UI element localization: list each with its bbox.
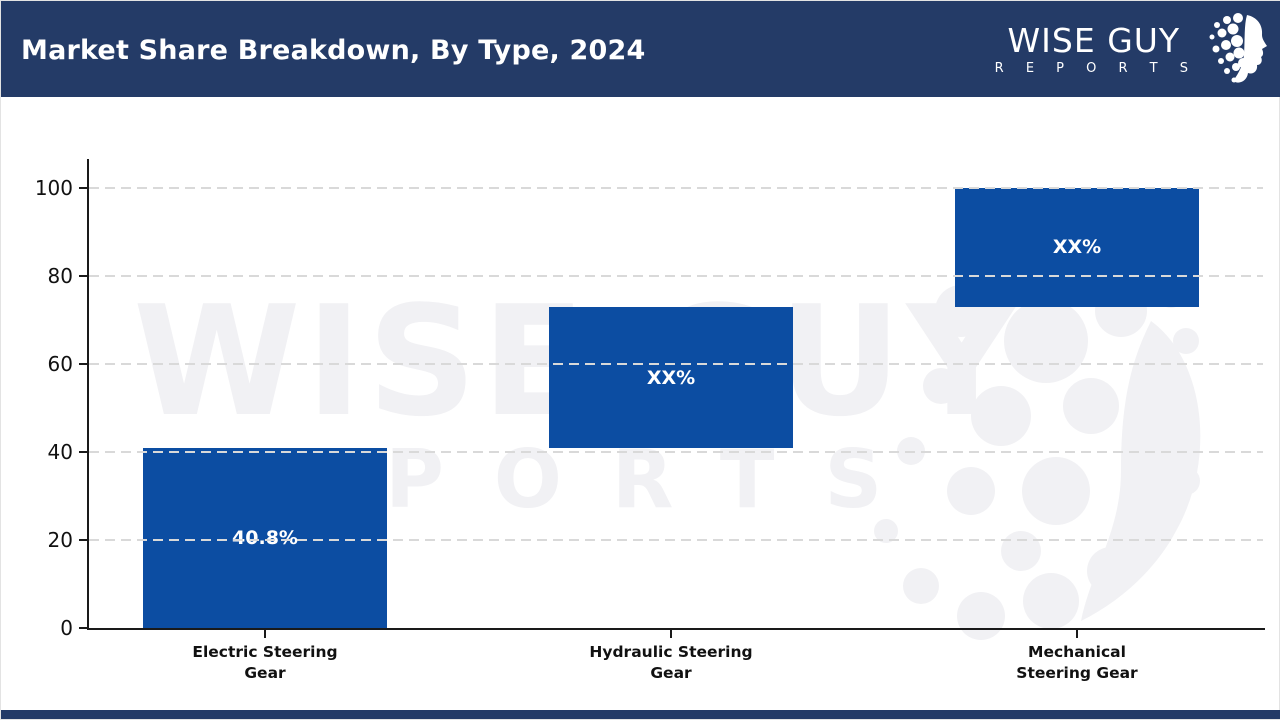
x-tick-mark bbox=[264, 630, 266, 638]
header-bar: Market Share Breakdown, By Type, 2024 WI… bbox=[1, 1, 1280, 97]
bar-value-label: XX% bbox=[1052, 236, 1102, 259]
x-category-label: Mechanical Steering Gear bbox=[1016, 643, 1138, 682]
x-category-label: Hydraulic Steering Gear bbox=[589, 643, 753, 682]
x-axis-line bbox=[87, 628, 1265, 630]
y-tick-label: 20 bbox=[47, 528, 73, 552]
y-tick-mark bbox=[79, 187, 87, 189]
logo-subtitle: R E P O R T S bbox=[994, 60, 1197, 76]
y-tick-mark bbox=[79, 539, 87, 541]
y-tick-mark bbox=[79, 275, 87, 277]
y-tick-label: 40 bbox=[47, 440, 73, 464]
x-tick-mark bbox=[1076, 630, 1078, 638]
footer-bar bbox=[1, 710, 1280, 719]
y-tick-label: 80 bbox=[47, 264, 73, 288]
wise-guy-reports-logo: WISE GUY R E P O R T S bbox=[991, 7, 1267, 93]
gridline bbox=[89, 539, 1263, 541]
bar-value-label: 40.8% bbox=[143, 527, 387, 549]
bar-segment: XX% bbox=[549, 306, 793, 449]
y-tick-label: 0 bbox=[60, 616, 73, 640]
x-category-label: Electric Steering Gear bbox=[192, 643, 338, 682]
y-tick-mark bbox=[79, 451, 87, 453]
bar-value-label: XX% bbox=[646, 366, 696, 389]
bar-segment: 40.8% bbox=[143, 448, 387, 628]
logo-text: WISE GUY R E P O R T S bbox=[991, 24, 1197, 76]
x-tick-mark bbox=[670, 630, 672, 638]
gridline bbox=[89, 187, 1263, 189]
logo-face-profile-icon bbox=[1209, 13, 1267, 83]
y-axis-line bbox=[87, 159, 89, 630]
y-tick-mark bbox=[79, 627, 87, 629]
bar-segment: XX% bbox=[955, 188, 1199, 307]
y-tick-label: 100 bbox=[34, 176, 73, 200]
gridline bbox=[89, 451, 1263, 453]
logo-wordmark: WISE GUY bbox=[1007, 21, 1181, 61]
y-tick-label: 60 bbox=[47, 352, 73, 376]
chart-title: Market Share Breakdown, By Type, 2024 bbox=[21, 35, 646, 66]
gridline bbox=[89, 363, 1263, 365]
y-tick-mark bbox=[79, 363, 87, 365]
gridline bbox=[89, 275, 1263, 277]
